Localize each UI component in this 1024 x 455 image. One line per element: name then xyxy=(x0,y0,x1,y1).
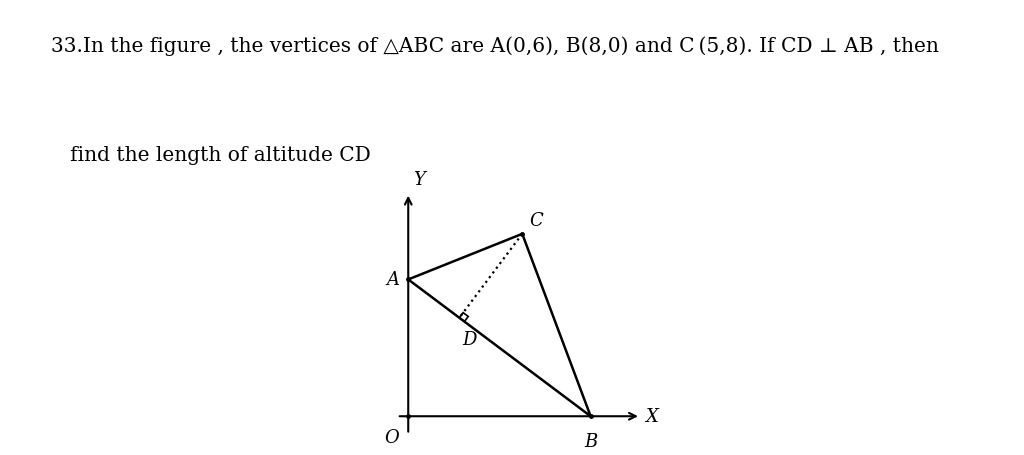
Text: X: X xyxy=(645,407,658,425)
Text: find the length of altitude CD: find the length of altitude CD xyxy=(51,146,371,165)
Text: O: O xyxy=(384,428,399,445)
Text: 33.In the figure , the vertices of △ABC are A(0,6), B(8,0) and C (5,8). If CD ⊥ : 33.In the figure , the vertices of △ABC … xyxy=(51,36,939,56)
Text: D: D xyxy=(463,330,477,349)
Text: C: C xyxy=(529,212,543,230)
Text: A: A xyxy=(386,271,399,289)
Text: Y: Y xyxy=(413,171,425,189)
Text: B: B xyxy=(584,432,597,450)
